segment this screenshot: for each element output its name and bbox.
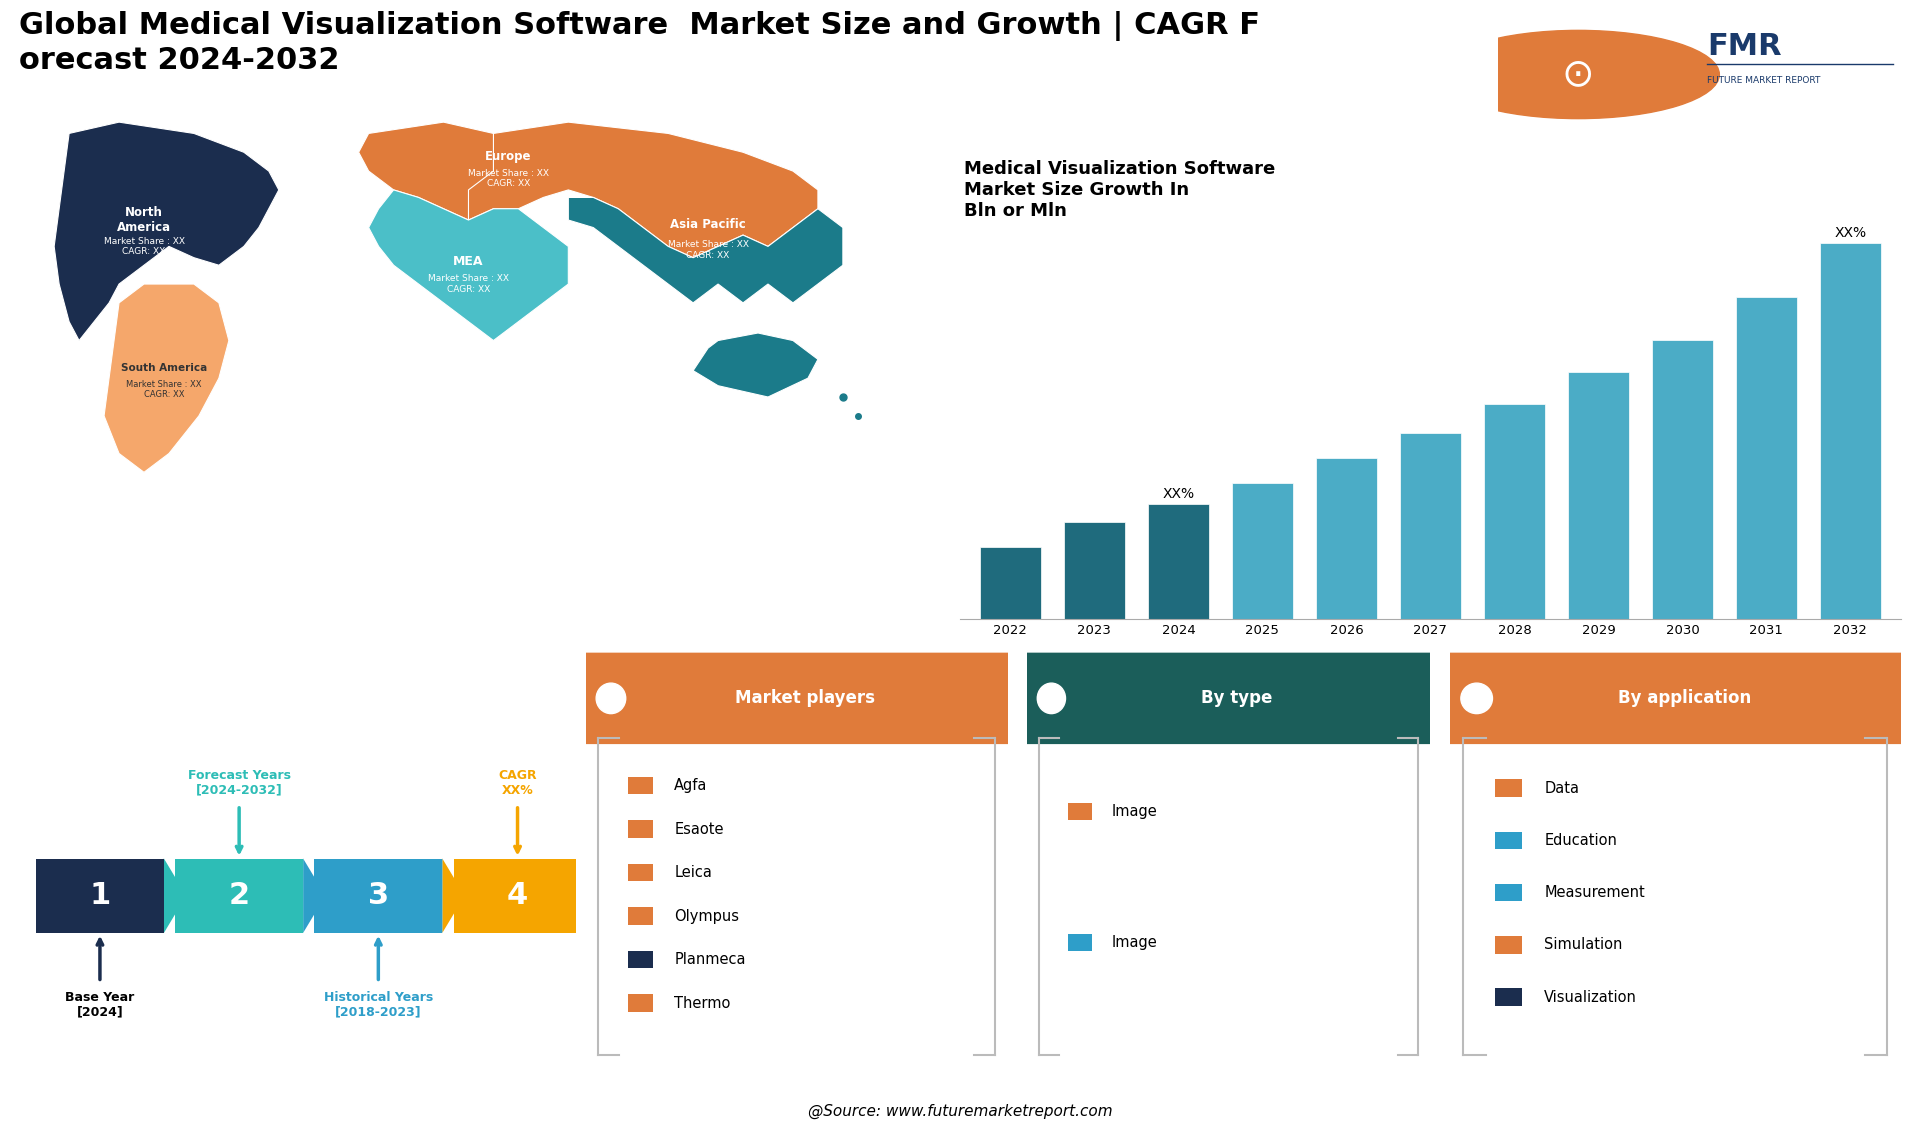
Text: Market Share : XX
CAGR: XX: Market Share : XX CAGR: XX <box>468 168 549 188</box>
Text: Olympus: Olympus <box>674 909 739 924</box>
Text: South America: South America <box>121 362 207 372</box>
Text: CAGR
XX%: CAGR XX% <box>497 769 538 796</box>
FancyBboxPatch shape <box>1068 934 1092 951</box>
Text: Market Share : XX
CAGR: XX: Market Share : XX CAGR: XX <box>127 379 202 399</box>
Bar <box>1484 405 1544 619</box>
Bar <box>1064 523 1125 619</box>
Text: Agfa: Agfa <box>674 778 708 793</box>
Text: Global Medical Visualization Software  Market Size and Growth | CAGR F
orecast 2: Global Medical Visualization Software Ma… <box>19 11 1260 74</box>
FancyArrow shape <box>303 858 324 933</box>
Polygon shape <box>369 190 568 340</box>
Bar <box>1736 297 1797 619</box>
Polygon shape <box>468 123 818 258</box>
FancyBboxPatch shape <box>36 858 163 933</box>
Text: Education: Education <box>1544 833 1617 848</box>
Text: North
America: North America <box>117 206 171 234</box>
Circle shape <box>1436 31 1720 118</box>
Bar <box>979 548 1041 619</box>
Text: Asia Pacific: Asia Pacific <box>670 218 747 230</box>
FancyBboxPatch shape <box>1021 653 1436 744</box>
Text: Simulation: Simulation <box>1544 937 1622 952</box>
Bar <box>1820 243 1880 619</box>
Text: Europe: Europe <box>486 150 532 163</box>
FancyBboxPatch shape <box>580 653 1014 744</box>
Text: Forecast Years
[2024-2032]: Forecast Years [2024-2032] <box>188 769 290 796</box>
Text: 3: 3 <box>369 881 390 910</box>
FancyArrow shape <box>280 858 303 933</box>
Text: Market Share : XX
CAGR: XX: Market Share : XX CAGR: XX <box>428 274 509 293</box>
Bar <box>1233 482 1292 619</box>
FancyBboxPatch shape <box>1442 653 1908 744</box>
Text: Image: Image <box>1112 804 1158 819</box>
Text: FUTURE MARKET REPORT: FUTURE MARKET REPORT <box>1707 77 1820 85</box>
Text: 2: 2 <box>228 881 250 910</box>
Text: By type: By type <box>1202 690 1273 707</box>
Text: FMR: FMR <box>1707 32 1782 61</box>
Polygon shape <box>693 333 818 397</box>
Text: @Source: www.futuremarketreport.com: @Source: www.futuremarketreport.com <box>808 1104 1112 1120</box>
FancyBboxPatch shape <box>1494 884 1523 901</box>
Circle shape <box>1461 683 1492 714</box>
Text: Esaote: Esaote <box>674 822 724 837</box>
FancyArrow shape <box>163 858 186 933</box>
Bar <box>1148 504 1210 619</box>
Text: By application: By application <box>1617 690 1751 707</box>
FancyBboxPatch shape <box>628 864 653 881</box>
Text: Market Share : XX
CAGR: XX: Market Share : XX CAGR: XX <box>104 236 184 256</box>
Bar <box>1315 457 1377 619</box>
Text: Data: Data <box>1544 780 1580 795</box>
Text: Thermo: Thermo <box>674 996 732 1011</box>
FancyBboxPatch shape <box>1494 936 1523 953</box>
FancyBboxPatch shape <box>1494 832 1523 849</box>
Text: Image: Image <box>1112 935 1158 950</box>
FancyBboxPatch shape <box>628 821 653 838</box>
FancyBboxPatch shape <box>453 858 582 933</box>
Text: Market Share : XX
CAGR: XX: Market Share : XX CAGR: XX <box>668 241 749 260</box>
Text: Market players: Market players <box>735 690 876 707</box>
FancyArrow shape <box>442 858 465 933</box>
Bar <box>1651 339 1713 619</box>
FancyBboxPatch shape <box>175 858 303 933</box>
Text: Base Year
[2024]: Base Year [2024] <box>65 990 134 1019</box>
Bar <box>1569 371 1628 619</box>
FancyBboxPatch shape <box>628 951 653 968</box>
Text: Visualization: Visualization <box>1544 990 1638 1005</box>
FancyArrow shape <box>142 858 163 933</box>
Text: Historical Years
[2018-2023]: Historical Years [2018-2023] <box>324 990 434 1019</box>
FancyBboxPatch shape <box>628 777 653 794</box>
FancyBboxPatch shape <box>1068 803 1092 821</box>
Text: XX%: XX% <box>1834 226 1866 240</box>
Text: Planmeca: Planmeca <box>674 952 745 967</box>
Polygon shape <box>359 123 509 220</box>
Polygon shape <box>104 284 228 472</box>
Polygon shape <box>54 123 278 340</box>
Polygon shape <box>568 197 843 303</box>
FancyBboxPatch shape <box>315 858 442 933</box>
FancyBboxPatch shape <box>628 908 653 925</box>
Circle shape <box>597 683 626 714</box>
Text: 1: 1 <box>90 881 111 910</box>
Bar <box>1400 433 1461 619</box>
Circle shape <box>1037 683 1066 714</box>
FancyBboxPatch shape <box>628 995 653 1012</box>
Text: MEA: MEA <box>453 256 484 268</box>
Text: XX%: XX% <box>1162 487 1194 501</box>
FancyArrow shape <box>420 858 442 933</box>
Text: Measurement: Measurement <box>1544 885 1645 900</box>
FancyBboxPatch shape <box>1494 988 1523 1006</box>
Text: Leica: Leica <box>674 865 712 880</box>
Text: 4: 4 <box>507 881 528 910</box>
Text: Medical Visualization Software
Market Size Growth In
Bln or Mln: Medical Visualization Software Market Si… <box>964 160 1275 220</box>
FancyBboxPatch shape <box>1494 779 1523 796</box>
Text: ⊙: ⊙ <box>1563 55 1594 94</box>
